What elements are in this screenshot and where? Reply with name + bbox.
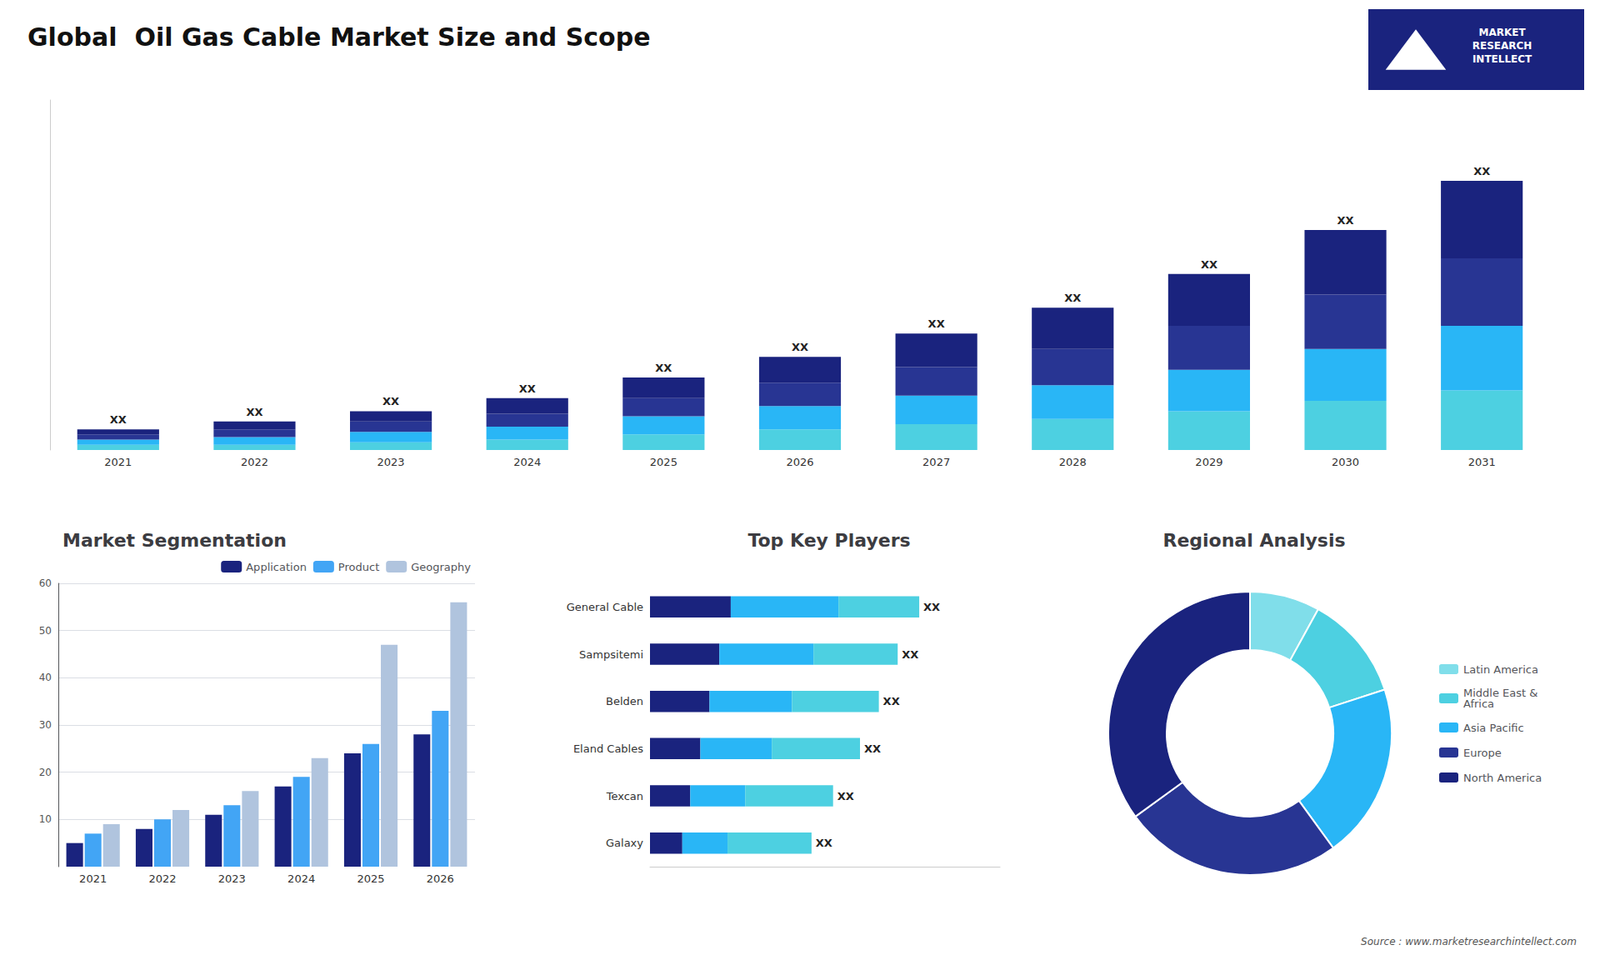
svg-text:10: 10 [39, 813, 52, 825]
svg-text:Europe: Europe [1463, 746, 1502, 760]
svg-text:XX: XX [1337, 214, 1355, 227]
svg-text:2031: 2031 [1468, 455, 1496, 469]
svg-text:XX: XX [923, 600, 940, 614]
svg-text:40: 40 [39, 671, 52, 684]
svg-text:2023: 2023 [377, 455, 405, 469]
svg-text:Texcan: Texcan [605, 790, 644, 803]
svg-text:2024: 2024 [513, 455, 541, 469]
svg-text:XX: XX [815, 836, 833, 850]
svg-text:2021: 2021 [104, 455, 132, 469]
svg-text:2025: 2025 [356, 872, 385, 885]
svg-text:2026: 2026 [785, 455, 814, 469]
svg-text:XX: XX [655, 361, 672, 375]
svg-text:2022: 2022 [240, 455, 269, 469]
svg-text:XX: XX [1473, 165, 1490, 178]
svg-text:2024: 2024 [287, 872, 315, 885]
svg-text:General Cable: General Cable [566, 600, 644, 614]
svg-text:50: 50 [39, 625, 52, 637]
svg-text:2029: 2029 [1195, 455, 1223, 469]
svg-text:XX: XX [791, 340, 809, 354]
svg-text:2030: 2030 [1331, 455, 1360, 469]
svg-text:XX: XX [110, 413, 127, 426]
svg-text:Application: Application [245, 560, 307, 574]
svg-text:Product: Product [338, 560, 380, 574]
svg-text:Galaxy: Galaxy [605, 836, 644, 850]
svg-text:Source : www.marketresearchint: Source : www.marketresearchintellect.com [1360, 935, 1577, 948]
svg-text:INTELLECT: INTELLECT [1472, 53, 1533, 65]
svg-text:20: 20 [39, 766, 52, 779]
svg-text:North America: North America [1463, 771, 1542, 785]
svg-text:XX: XX [883, 695, 900, 708]
svg-text:Middle East &: Middle East & [1463, 686, 1538, 700]
svg-text:XX: XX [864, 742, 881, 755]
svg-text:XX: XX [519, 382, 536, 395]
svg-text:2027: 2027 [922, 455, 950, 469]
svg-text:2025: 2025 [650, 455, 678, 469]
svg-text:30: 30 [39, 719, 52, 731]
svg-text:Africa: Africa [1463, 697, 1495, 710]
svg-text:MARKET: MARKET [1479, 26, 1527, 39]
svg-text:Market Segmentation: Market Segmentation [62, 530, 287, 551]
svg-text:Geography: Geography [410, 560, 471, 574]
svg-text:XX: XX [1200, 258, 1218, 271]
svg-text:Latin America: Latin America [1463, 663, 1539, 676]
svg-text:Top Key Players: Top Key Players [747, 530, 910, 551]
svg-text:Sampsitemi: Sampsitemi [579, 648, 644, 661]
svg-text:XX: XX [901, 648, 919, 661]
svg-text:XX: XX [928, 317, 945, 330]
svg-text:2026: 2026 [426, 872, 455, 885]
svg-text:2028: 2028 [1059, 455, 1087, 469]
svg-text:2022: 2022 [148, 872, 176, 885]
svg-text:XX: XX [837, 790, 855, 803]
svg-text:2021: 2021 [79, 872, 107, 885]
svg-text:XX: XX [382, 395, 400, 408]
svg-text:Asia Pacific: Asia Pacific [1463, 721, 1525, 735]
svg-text:XX: XX [1064, 291, 1081, 305]
svg-text:60: 60 [39, 577, 52, 590]
svg-text:Belden: Belden [605, 695, 644, 708]
svg-text:RESEARCH: RESEARCH [1472, 40, 1533, 52]
svg-text:2023: 2023 [218, 872, 246, 885]
svg-text:Eland Cables: Eland Cables [573, 742, 644, 755]
svg-text:Regional Analysis: Regional Analysis [1162, 530, 1345, 551]
svg-text:XX: XX [245, 405, 263, 419]
svg-text:Global Oil Gas Cable Market S: Global Oil Gas Cable Market Size and Sco… [27, 22, 651, 52]
